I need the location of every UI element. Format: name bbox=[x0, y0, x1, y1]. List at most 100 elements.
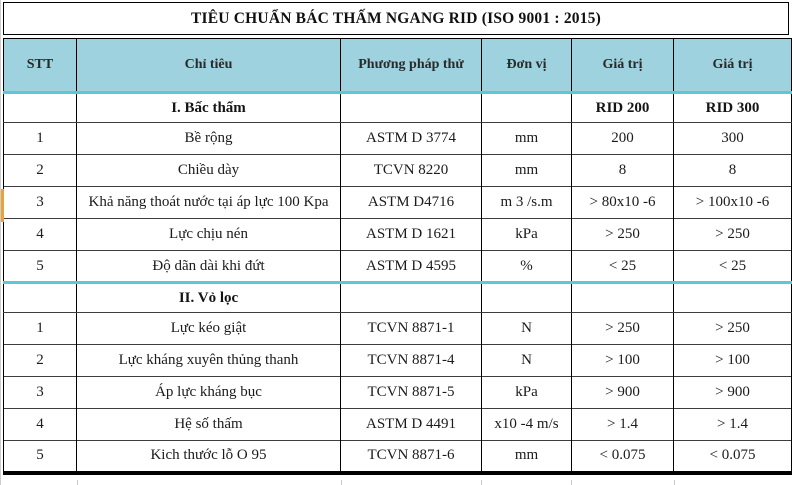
active-row-marker bbox=[1, 189, 4, 222]
unit-cell: m 3 /s.m bbox=[481, 186, 572, 219]
method-cell: TCVN 8871-5 bbox=[340, 376, 482, 409]
unit-cell: kPa bbox=[481, 218, 572, 251]
value-cell-rid200: 200 bbox=[571, 122, 674, 155]
method-cell bbox=[340, 91, 482, 123]
stt-cell: 2 bbox=[3, 344, 77, 377]
unit-cell bbox=[481, 91, 572, 123]
value-cell-rid300: 8 bbox=[673, 154, 792, 187]
method-cell bbox=[340, 281, 482, 313]
criteria-cell: Bề rộng bbox=[76, 122, 341, 155]
unit-cell: kPa bbox=[481, 376, 572, 409]
table-row: 2 Chiều dày TCVN 8220 mm 8 8 bbox=[3, 154, 792, 187]
grid-line bbox=[571, 480, 572, 485]
method-cell: ASTM D 4491 bbox=[340, 408, 482, 441]
value-cell-rid300: > 1.4 bbox=[673, 408, 792, 441]
method-cell: ASTM D4716 bbox=[340, 186, 482, 219]
section-label: I. Bấc thẩm bbox=[76, 91, 341, 123]
stt-cell bbox=[3, 281, 77, 313]
method-cell: TCVN 8871-6 bbox=[340, 440, 482, 475]
value-header-rid200: RID 200 bbox=[571, 91, 674, 123]
unit-cell: N bbox=[481, 344, 572, 377]
table-row: 1 Lực kéo giật TCVN 8871-1 N > 250 > 250 bbox=[3, 312, 792, 345]
section-row: I. Bấc thẩm RID 200 RID 300 bbox=[3, 91, 792, 123]
unit-cell: mm bbox=[481, 440, 572, 475]
header-row: STT Chỉ tiêu Phương pháp thử Đơn vị Giá … bbox=[3, 38, 792, 93]
value-header-rid200 bbox=[571, 281, 674, 313]
stt-cell: 5 bbox=[3, 440, 77, 475]
table-row: 5 Kich thước lỗ O 95 TCVN 8871-6 mm < 0.075 <… bbox=[3, 440, 792, 475]
grid-line bbox=[674, 480, 675, 485]
criteria-cell: Độ dãn dài khi đứt bbox=[76, 250, 341, 283]
criteria-cell: Khả năng thoát nước tại áp lực 100 Kpa bbox=[76, 186, 341, 219]
section-row: II. Vỏ lọc bbox=[3, 281, 792, 313]
value-cell-rid300: > 100x10 -6 bbox=[673, 186, 792, 219]
standards-table: STT Chỉ tiêu Phương pháp thử Đơn vị Giá … bbox=[3, 38, 792, 475]
value-cell-rid300: > 100 bbox=[673, 344, 792, 377]
method-cell: TCVN 8871-1 bbox=[340, 312, 482, 345]
grid-line bbox=[481, 480, 482, 485]
method-cell: ASTM D 3774 bbox=[340, 122, 482, 155]
table-row: 1 Bề rộng ASTM D 3774 mm 200 300 bbox=[3, 122, 792, 155]
grid-line bbox=[77, 480, 78, 485]
table-row: 3 Khả năng thoát nước tại áp lực 100 Kpa A… bbox=[3, 186, 792, 219]
value-cell-rid300: < 0.075 bbox=[673, 440, 792, 475]
stt-cell: 4 bbox=[3, 218, 77, 251]
table-row: 3 Áp lực kháng bục TCVN 8871-5 kPa > 900 > 90… bbox=[3, 376, 792, 409]
method-cell: ASTM D 4595 bbox=[340, 250, 482, 283]
value-cell-rid300: > 900 bbox=[673, 376, 792, 409]
criteria-cell: Hệ số thấm bbox=[76, 408, 341, 441]
table-row: 4 Lực chịu nén ASTM D 1621 kPa > 250 > 250 bbox=[3, 218, 792, 251]
value-cell-rid200: < 0.075 bbox=[571, 440, 674, 475]
method-cell: TCVN 8220 bbox=[340, 154, 482, 187]
criteria-cell: Lực chịu nén bbox=[76, 218, 341, 251]
column-header-criteria: Chỉ tiêu bbox=[76, 38, 341, 93]
value-cell-rid300: > 250 bbox=[673, 218, 792, 251]
column-header-stt: STT bbox=[3, 38, 77, 93]
stt-cell: 1 bbox=[3, 312, 77, 345]
stt-cell: 3 bbox=[3, 376, 77, 409]
column-header-method: Phương pháp thử bbox=[340, 38, 482, 93]
stt-cell: 3 bbox=[3, 186, 77, 219]
value-cell-rid200: > 900 bbox=[571, 376, 674, 409]
table-title-text: TIÊU CHUẨN BÁC THẤM NGANG RID (ISO 9001 … bbox=[191, 9, 601, 27]
stt-cell: 4 bbox=[3, 408, 77, 441]
next-row-edge bbox=[1, 480, 792, 485]
value-cell-rid300: < 25 bbox=[673, 250, 792, 283]
stt-cell: 1 bbox=[3, 122, 77, 155]
table-row: 4 Hệ số thấm ASTM D 4491 x10 -4 m/s > 1.4 > 1… bbox=[3, 408, 792, 441]
value-cell-rid300: > 250 bbox=[673, 312, 792, 345]
value-header-rid300: RID 300 bbox=[673, 91, 792, 123]
method-cell: TCVN 8871-4 bbox=[340, 344, 482, 377]
criteria-cell: Áp lực kháng bục bbox=[76, 376, 341, 409]
unit-cell: mm bbox=[481, 154, 572, 187]
criteria-cell: Lực kéo giật bbox=[76, 312, 341, 345]
value-cell-rid200: < 25 bbox=[571, 250, 674, 283]
method-cell: ASTM D 1621 bbox=[340, 218, 482, 251]
column-header-value-1: Giá trị bbox=[571, 38, 674, 93]
unit-cell bbox=[481, 281, 572, 313]
table-header: STT Chỉ tiêu Phương pháp thử Đơn vị Giá … bbox=[3, 38, 792, 93]
criteria-cell: Kich thước lỗ O 95 bbox=[76, 440, 341, 475]
unit-cell: mm bbox=[481, 122, 572, 155]
table-body: I. Bấc thẩm RID 200 RID 300 1 Bề rộng ASTM D … bbox=[3, 91, 792, 475]
value-cell-rid200: > 1.4 bbox=[571, 408, 674, 441]
stt-cell: 5 bbox=[3, 250, 77, 283]
stt-cell: 2 bbox=[3, 154, 77, 187]
value-header-rid300 bbox=[673, 281, 792, 313]
criteria-cell: Lực kháng xuyên thủng thanh bbox=[76, 344, 341, 377]
unit-cell: N bbox=[481, 312, 572, 345]
value-cell-rid200: > 250 bbox=[571, 218, 674, 251]
table-title: TIÊU CHUẨN BÁC THẤM NGANG RID (ISO 9001 … bbox=[3, 2, 789, 35]
value-cell-rid200: > 100 bbox=[571, 344, 674, 377]
table-row: 5 Độ dãn dài khi đứt ASTM D 4595% < 25 < 25 bbox=[3, 250, 792, 283]
grid-line bbox=[341, 480, 342, 485]
criteria-cell: Chiều dày bbox=[76, 154, 341, 187]
column-header-unit: Đơn vị bbox=[481, 38, 572, 93]
table-row: 2 Lực kháng xuyên thủng thanh TCVN 8871-4 N… bbox=[3, 344, 792, 377]
section-label: II. Vỏ lọc bbox=[76, 281, 341, 313]
unit-cell: x10 -4 m/s bbox=[481, 408, 572, 441]
unit-cell: % bbox=[481, 250, 572, 283]
value-cell-rid200: > 80x10 -6 bbox=[571, 186, 674, 219]
value-cell-rid200: 8 bbox=[571, 154, 674, 187]
